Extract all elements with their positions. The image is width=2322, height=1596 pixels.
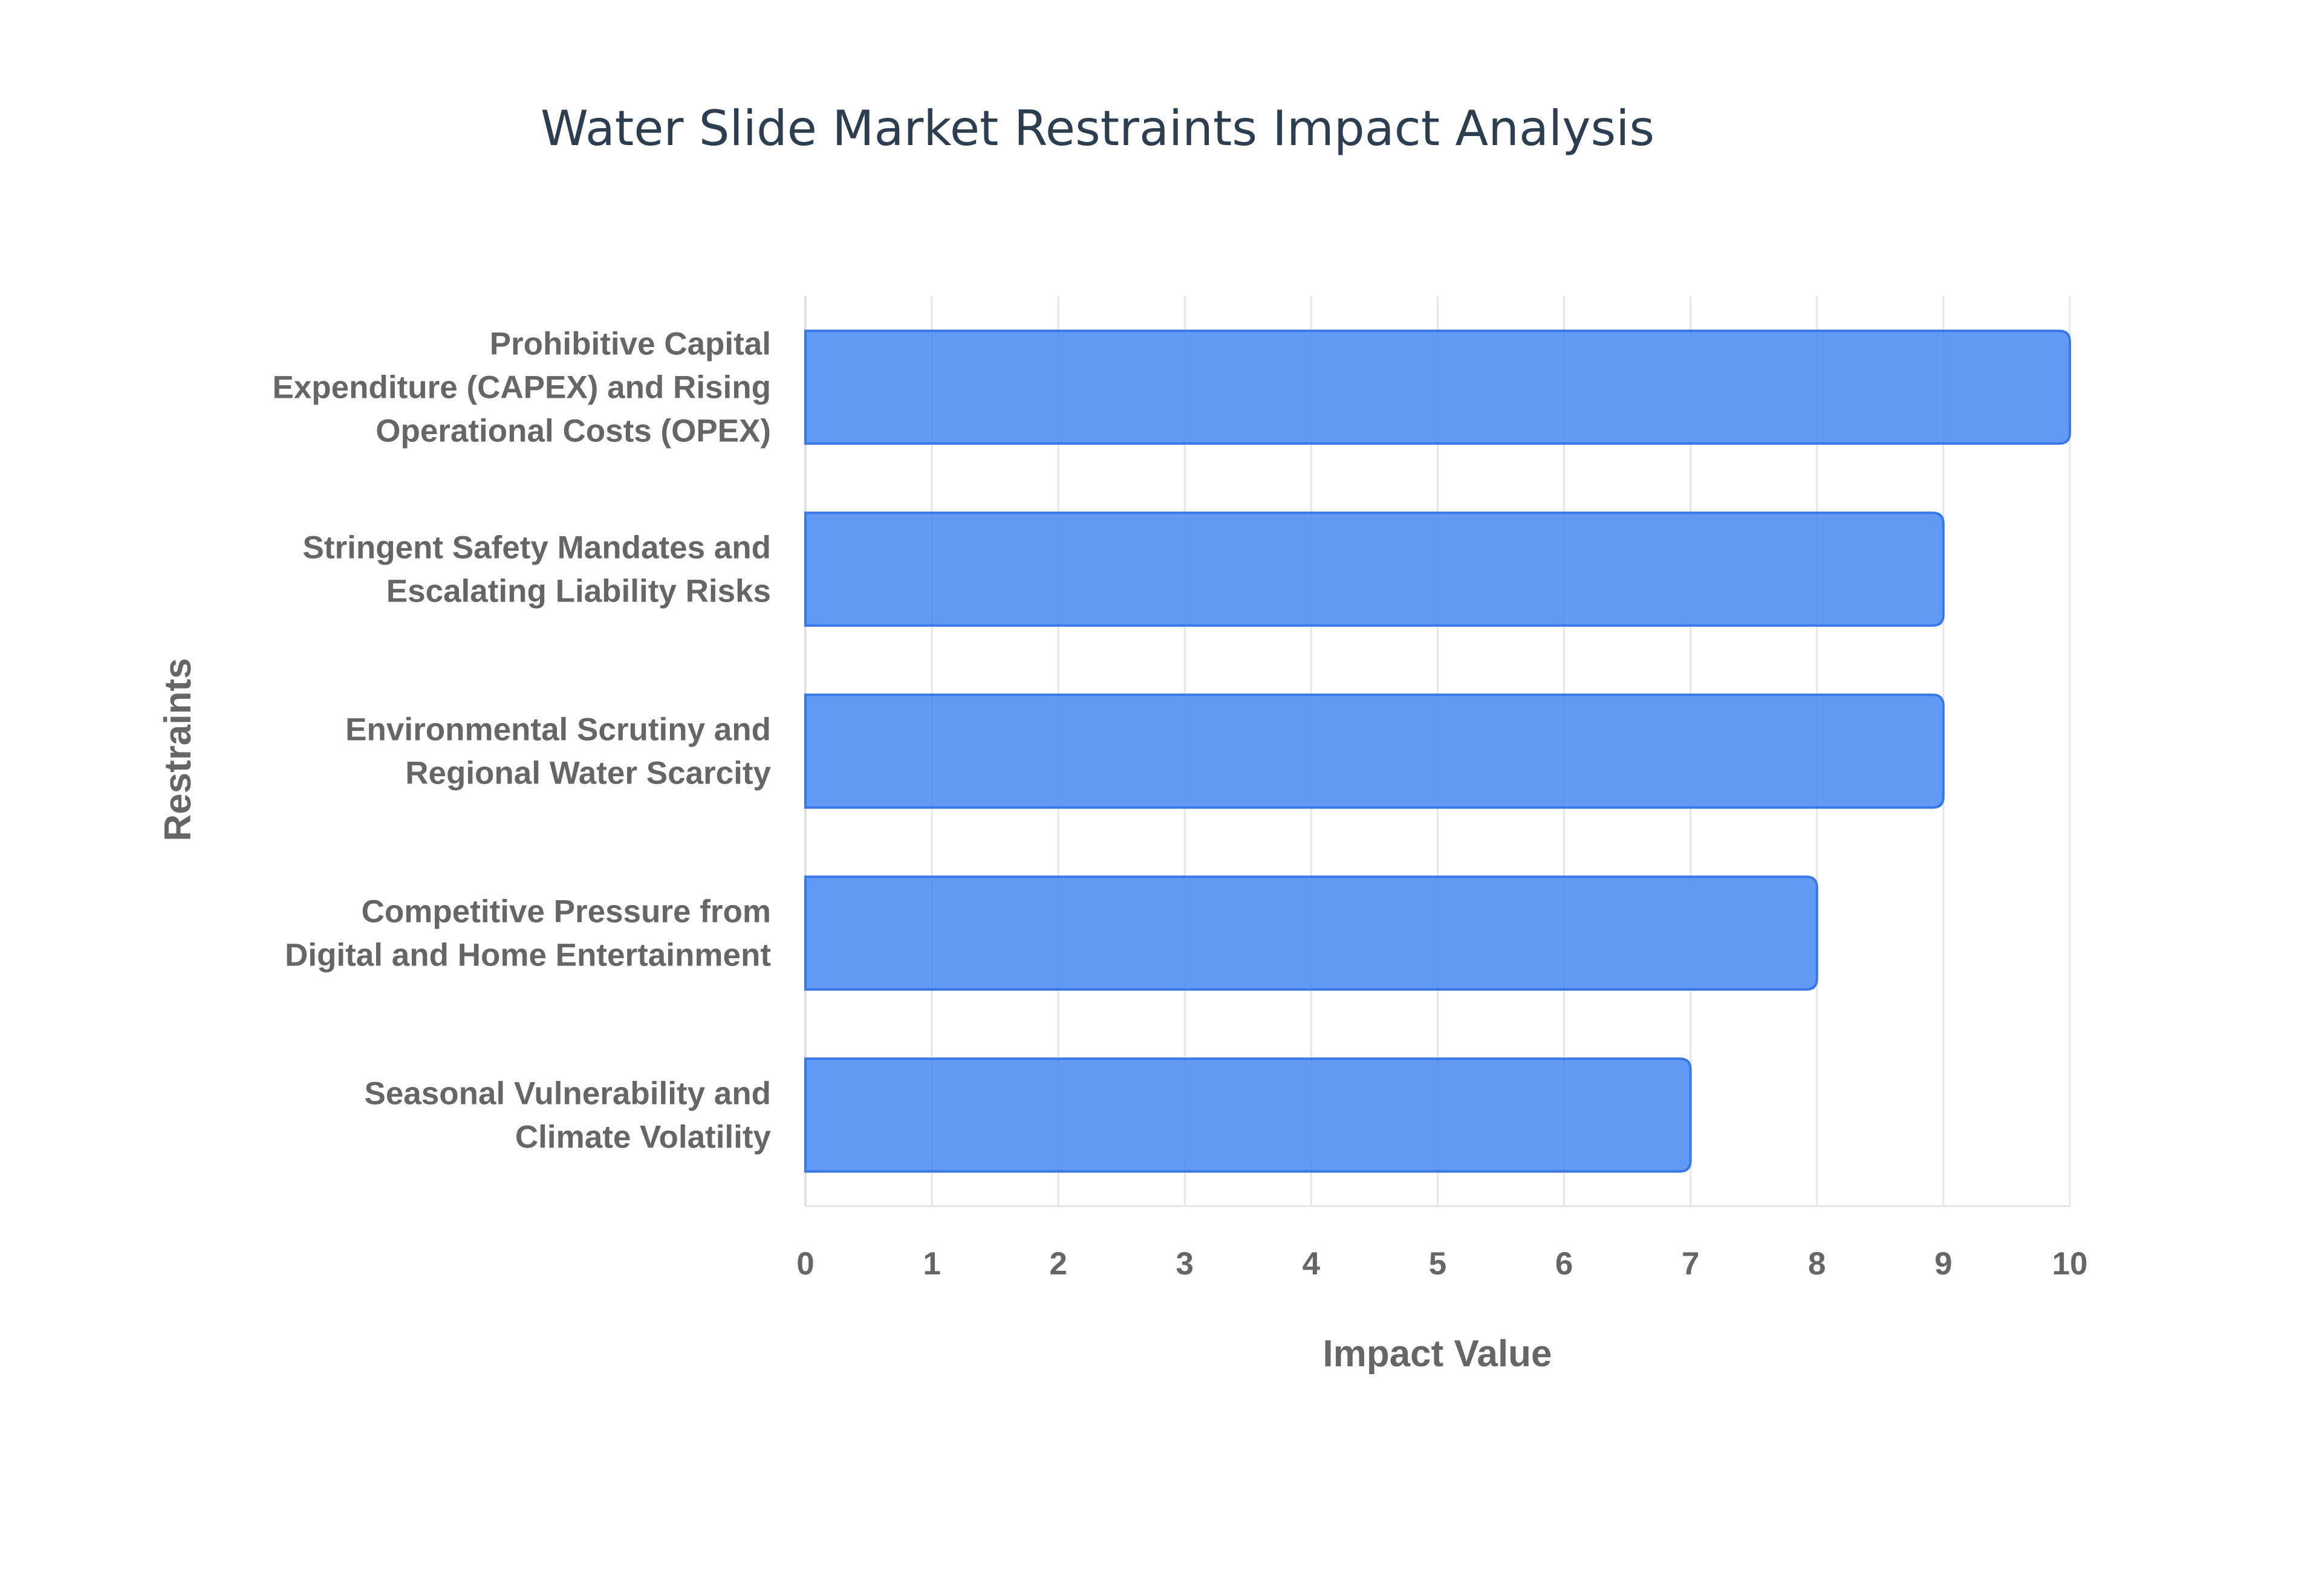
bar [804,693,1945,809]
y-axis-title: Restraints [157,658,199,841]
x-tick-label: 4 [1302,1246,1321,1282]
category-label: Digital and Home Entertainment [285,938,771,973]
x-tick-label: 9 [1934,1246,1952,1282]
x-tick-label: 1 [923,1246,940,1282]
category-label: Expenditure (CAPEX) and Rising [272,370,771,406]
category-label: Prohibitive Capital [490,326,771,362]
category-label: Seasonal Vulnerability and [364,1076,771,1112]
category-label: Competitive Pressure from [362,894,771,930]
category-label: Stringent Safety Mandates and [302,530,771,566]
bar [804,511,1945,627]
category-label: Environmental Scrutiny and [345,712,771,748]
category-labels: Prohibitive Capital Expenditure (CAPEX) a… [272,326,771,1155]
x-tick-label: 7 [1682,1246,1699,1282]
bar [804,1057,1692,1173]
x-tick-label: 6 [1555,1246,1573,1282]
chart-title: Water Slide Market Restraints Impact Ana… [541,100,1654,157]
category-label: Climate Volatility [515,1120,772,1155]
bar [804,329,2071,445]
x-axis-title: Impact Value [1322,1333,1552,1375]
x-tick-label: 5 [1429,1246,1446,1282]
category-label: Escalating Liability Risks [386,574,771,609]
bar [804,875,1818,991]
x-tick-label: 0 [796,1246,814,1282]
x-tick-label: 2 [1049,1246,1067,1282]
x-tick-label: 3 [1176,1246,1194,1282]
category-label: Regional Water Scarcity [405,756,771,791]
bars-layer [804,329,2071,1173]
x-tick-label: 10 [2052,1246,2088,1282]
x-tick-labels: 0 1 2 3 4 5 6 7 8 9 10 [796,1246,2087,1282]
category-label: Operational Costs (OPEX) [376,414,771,449]
x-tick-label: 8 [1808,1246,1826,1282]
